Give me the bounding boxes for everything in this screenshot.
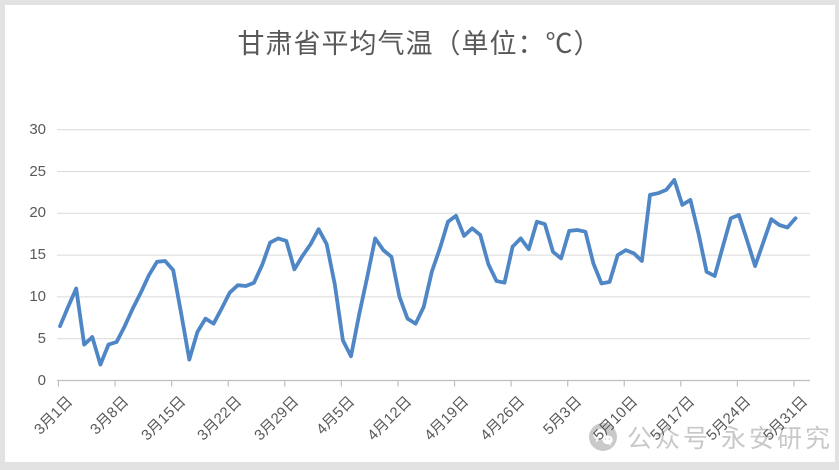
y-tick-label: 10 [29,287,46,305]
y-tick-label: 5 [37,329,46,347]
y-tick-label: 25 [29,162,46,180]
y-tick-label: 30 [29,120,46,138]
temperature-series-line [58,177,798,367]
chart-title: 甘肃省平均气温（单位：℃） [237,29,602,59]
wechat-icon [589,423,617,451]
x-axis [57,379,810,387]
y-tick-label: 0 [37,371,46,389]
y-tick-label: 15 [29,246,46,264]
watermark: 公众号 永安研究 [588,419,833,455]
y-tick-label: 20 [29,204,46,222]
watermark-text: 公众号 永安研究 [627,425,833,453]
gridlines [57,129,810,340]
